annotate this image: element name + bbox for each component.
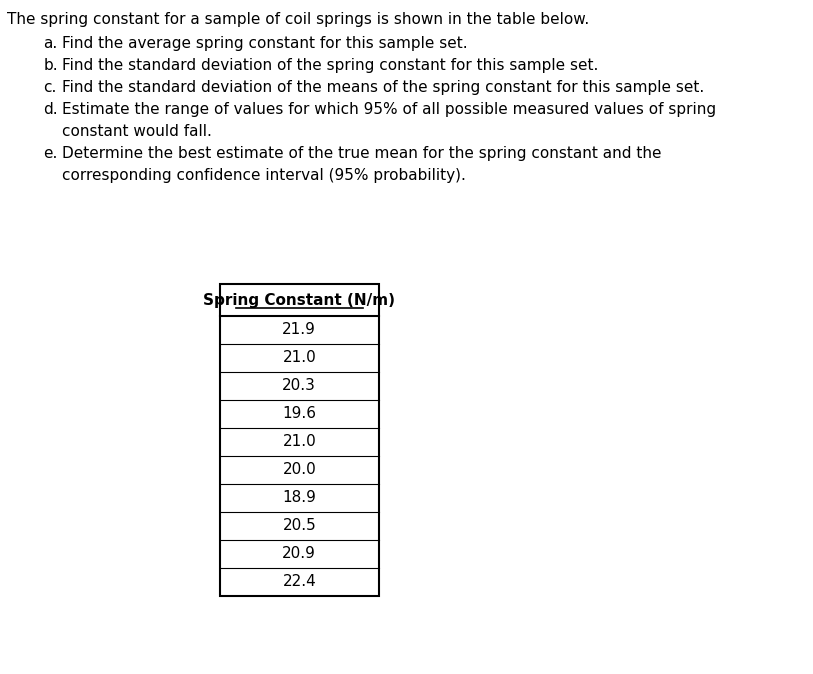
Text: Find the standard deviation of the means of the spring constant for this sample : Find the standard deviation of the means… (62, 80, 704, 95)
Text: 19.6: 19.6 (282, 406, 316, 421)
Bar (220, 284, 379, 596)
Text: 20.9: 20.9 (282, 547, 316, 561)
Text: The spring constant for a sample of coil springs is shown in the table below.: The spring constant for a sample of coil… (7, 12, 589, 27)
Text: d.: d. (43, 102, 58, 117)
Text: 18.9: 18.9 (282, 491, 316, 506)
Text: Find the average spring constant for this sample set.: Find the average spring constant for thi… (62, 36, 467, 51)
Text: corresponding confidence interval (95% probability).: corresponding confidence interval (95% p… (62, 168, 466, 183)
Text: 22.4: 22.4 (282, 574, 316, 590)
Text: Find the standard deviation of the spring constant for this sample set.: Find the standard deviation of the sprin… (62, 58, 598, 73)
Text: Determine the best estimate of the true mean for the spring constant and the: Determine the best estimate of the true … (62, 146, 661, 161)
Text: c.: c. (43, 80, 57, 95)
Text: 21.0: 21.0 (282, 350, 316, 365)
Text: Spring Constant (N/m): Spring Constant (N/m) (203, 293, 395, 307)
Text: constant would fall.: constant would fall. (62, 124, 211, 139)
Text: 20.0: 20.0 (282, 462, 316, 477)
Text: Estimate the range of values for which 95% of all possible measured values of sp: Estimate the range of values for which 9… (62, 102, 715, 117)
Text: 21.0: 21.0 (282, 435, 316, 450)
Text: b.: b. (43, 58, 58, 73)
Text: 20.3: 20.3 (282, 379, 316, 394)
Text: 21.9: 21.9 (282, 322, 316, 338)
Text: a.: a. (43, 36, 58, 51)
Text: e.: e. (43, 146, 58, 161)
Text: 20.5: 20.5 (282, 518, 316, 534)
